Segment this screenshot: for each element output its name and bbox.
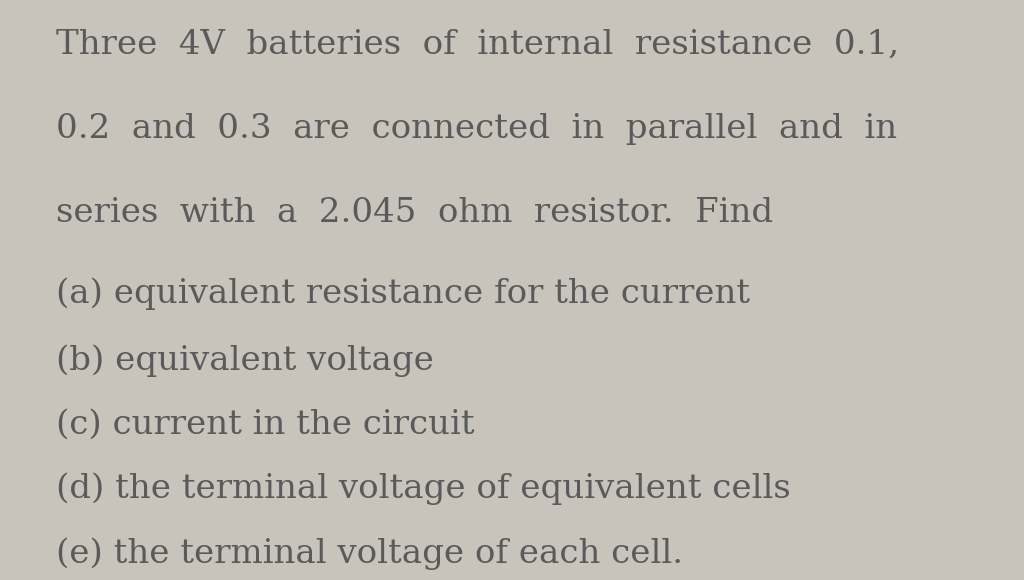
Text: (d) the terminal voltage of equivalent cells: (d) the terminal voltage of equivalent c… [56, 472, 792, 505]
Text: (e) the terminal voltage of each cell.: (e) the terminal voltage of each cell. [56, 537, 683, 570]
Text: (a) equivalent resistance for the current: (a) equivalent resistance for the curren… [56, 278, 751, 310]
Text: (c) current in the circuit: (c) current in the circuit [56, 409, 475, 441]
Text: (b) equivalent voltage: (b) equivalent voltage [56, 345, 434, 377]
Text: series  with  a  2.045  ohm  resistor.  Find: series with a 2.045 ohm resistor. Find [56, 197, 773, 229]
Text: 0.2  and  0.3  are  connected  in  parallel  and  in: 0.2 and 0.3 are connected in parallel an… [56, 113, 897, 145]
Text: Three  4V  batteries  of  internal  resistance  0.1,: Three 4V batteries of internal resistanc… [56, 29, 899, 61]
